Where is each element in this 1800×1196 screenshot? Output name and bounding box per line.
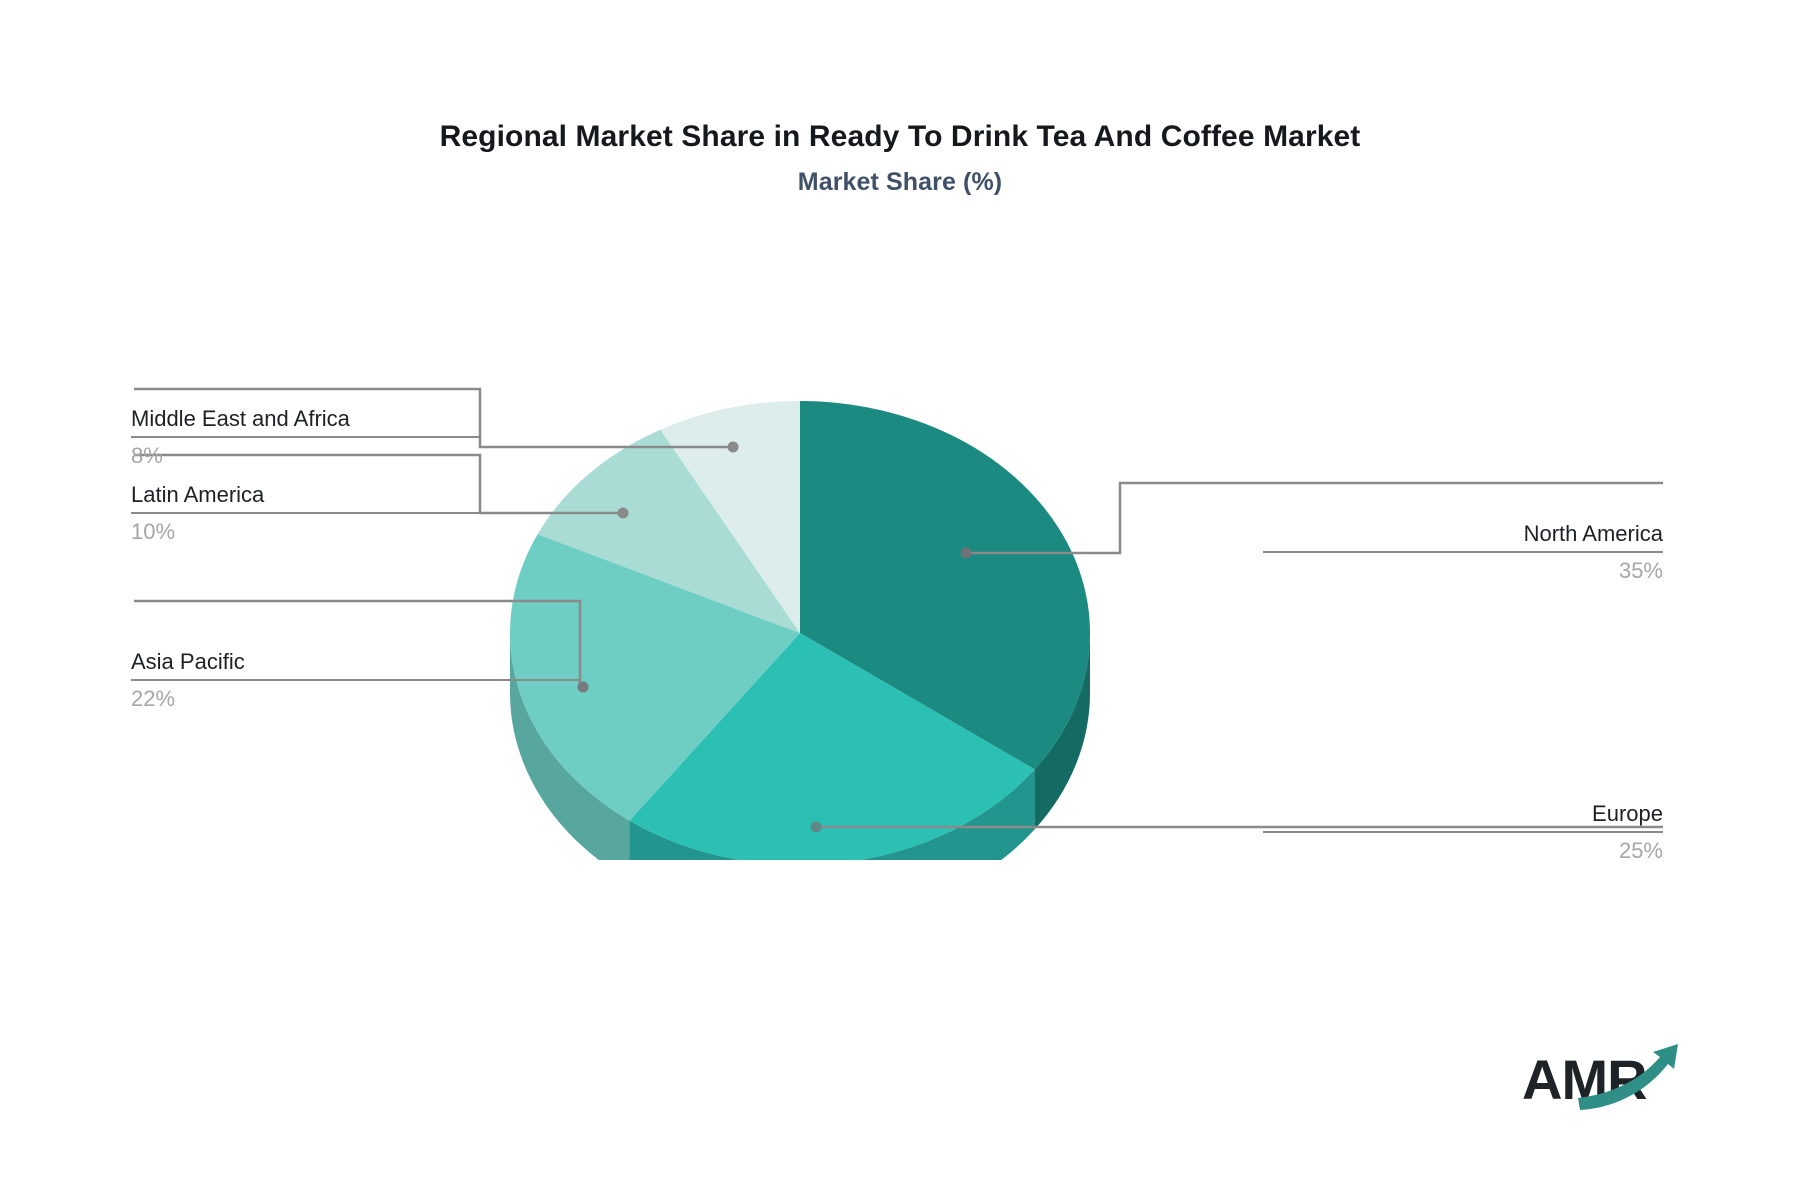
pie-depth-group: [510, 633, 1090, 860]
pie-side-asia-pacific: [510, 633, 630, 860]
chart-subtitle: Market Share (%): [797, 168, 1003, 196]
callout-value-europe: 25%: [1618, 838, 1663, 863]
pie-slice-europe[interactable]: [629, 633, 1035, 860]
callout-latin-america[interactable]: Latin America 10%: [131, 481, 481, 546]
pie-chart: [480, 300, 1120, 860]
callout-label-asia-pacific: Asia Pacific: [131, 649, 245, 674]
callout-value-middle-east-and-africa: 8%: [131, 443, 163, 468]
callout-value-latin-america: 10%: [131, 519, 176, 544]
chart-title: Regional Market Share in Ready To Drink …: [439, 120, 1361, 153]
callout-value-north-america: 35%: [1618, 558, 1663, 583]
amr-logo: AMR: [1522, 1038, 1712, 1118]
callout-asia-pacific[interactable]: Asia Pacific 22%: [131, 648, 581, 713]
pie-slice-middle-east-and-africa[interactable]: [660, 401, 800, 633]
callout-middle-east-and-africa[interactable]: Middle East and Africa 8%: [131, 405, 481, 470]
callout-rule-latin-america: [131, 512, 481, 514]
callout-rule-europe: [1263, 831, 1663, 833]
pie-top-group: [510, 401, 1090, 860]
pie-side-north-america: [1034, 633, 1090, 830]
callout-north-america[interactable]: North America 35%: [1263, 520, 1663, 585]
callout-rule-middle-east-and-africa: [131, 436, 481, 438]
callout-value-asia-pacific: 22%: [131, 686, 176, 711]
callout-rule-asia-pacific: [131, 679, 581, 681]
callout-label-middle-east-and-africa: Middle East and Africa: [131, 406, 350, 431]
pie-slice-asia-pacific[interactable]: [510, 534, 800, 821]
pie-svg: [510, 401, 1090, 860]
pie-side-europe: [629, 769, 1035, 860]
callout-label-north-america: North America: [1523, 521, 1663, 546]
callout-europe[interactable]: Europe 25%: [1263, 800, 1663, 865]
callout-label-europe: Europe: [1592, 801, 1663, 826]
callout-label-latin-america: Latin America: [131, 482, 265, 507]
callout-rule-north-america: [1263, 551, 1663, 553]
arrow-up-right-swoosh-icon: [1578, 1044, 1678, 1110]
